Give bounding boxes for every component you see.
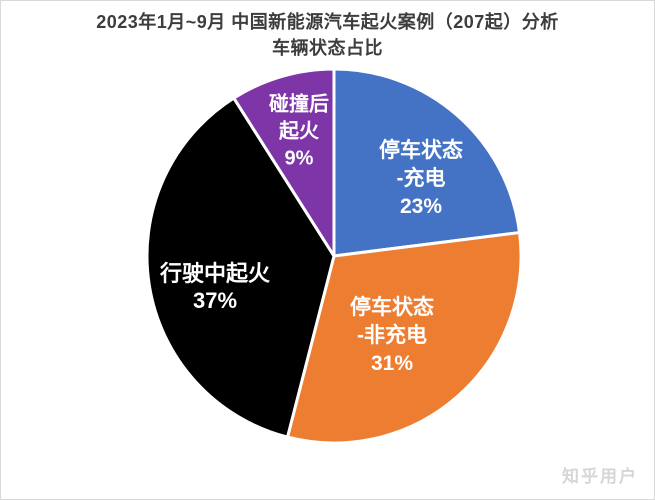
chart-subtitle: 车辆状态占比: [272, 38, 383, 58]
chart-title-block: 2023年1月~9月 中国新能源汽车起火案例（207起）分析 车辆状态占比: [1, 9, 654, 61]
pie-slice-0: [332, 67, 522, 258]
pie-slice-3: [232, 67, 336, 258]
watermark: 知乎用户: [562, 467, 638, 486]
chart-title: 2023年1月~9月 中国新能源汽车起火案例（207起）分析: [96, 12, 559, 32]
pie-slice-1: [285, 231, 523, 445]
